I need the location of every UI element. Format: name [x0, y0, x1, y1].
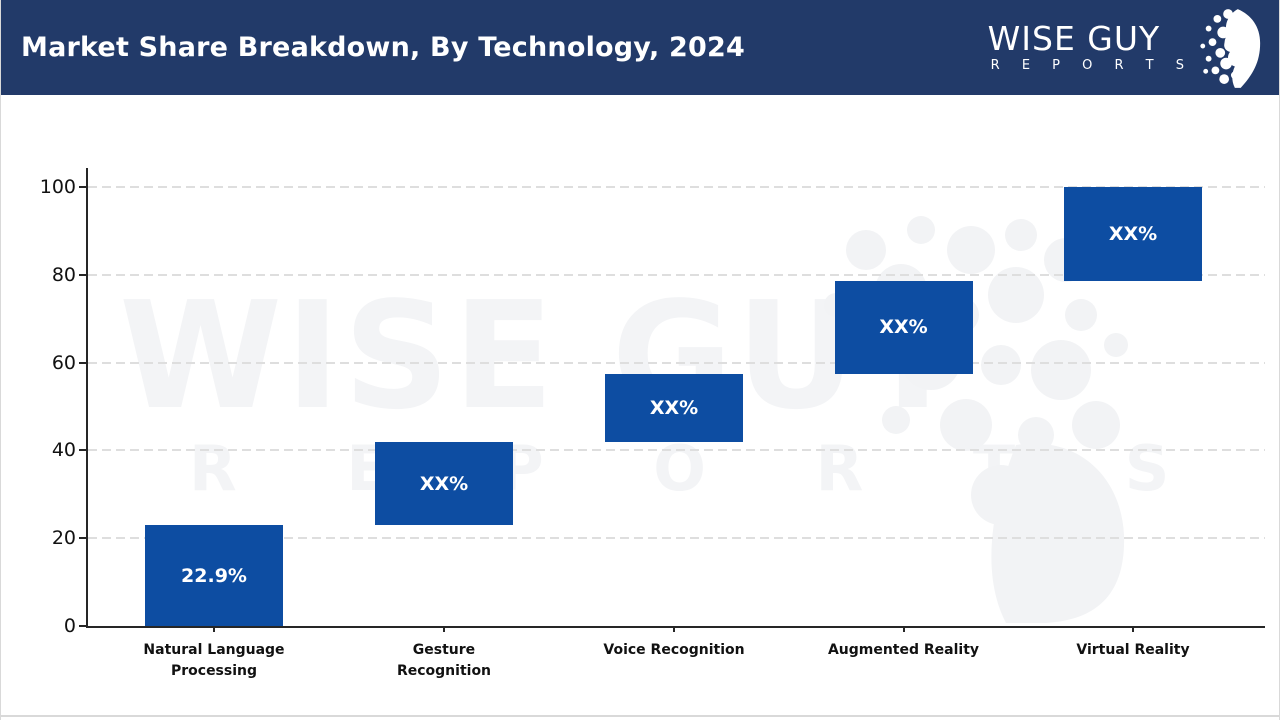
bar: 22.9%: [145, 525, 283, 626]
page-title: Market Share Breakdown, By Technology, 2…: [21, 32, 746, 63]
y-axis-tick: [79, 625, 87, 627]
bar: XX%: [605, 373, 743, 442]
bar-value-label: 22.9%: [181, 564, 247, 587]
y-axis-tick-label: 80: [51, 263, 76, 286]
bar-value-label: XX%: [419, 472, 469, 495]
logo-wordmark: WISE GUY: [987, 19, 1161, 59]
bar: XX%: [1064, 187, 1202, 282]
y-axis-tick-label: 40: [51, 439, 76, 462]
gridline: [88, 449, 1265, 452]
gridline: [88, 537, 1265, 540]
bar: XX%: [834, 281, 973, 374]
x-axis-tick: [443, 626, 445, 632]
x-axis-label: Voice Recognition: [603, 642, 745, 658]
bar-value-label: XX%: [879, 316, 928, 339]
header: Market Share Breakdown, By Technology, 2…: [1, 0, 1279, 95]
gridline: [88, 361, 1265, 364]
y-axis-tick: [79, 186, 87, 188]
x-axis-tick: [902, 626, 905, 632]
bar-value-label: XX%: [649, 396, 699, 419]
y-axis-tick-label: 20: [51, 527, 76, 550]
logo-face-icon: [1200, 8, 1261, 88]
x-axis-label: Augmented Reality: [827, 642, 980, 658]
y-axis-tick: [79, 273, 87, 276]
gridline: [88, 186, 1265, 188]
x-axis-tick: [1132, 626, 1134, 632]
y-axis-tick: [79, 361, 87, 364]
x-axis-label: Virtual Reality: [1076, 642, 1190, 658]
footer-divider: [1, 715, 1279, 717]
brand-logo: WISE GUY R E P O R T S: [988, 7, 1265, 89]
y-axis-tick-label: 100: [39, 176, 76, 198]
bar-value-label: XX%: [1108, 223, 1158, 246]
gridline: [88, 273, 1265, 276]
bar: XX%: [375, 441, 513, 526]
watermark-face-icon: [824, 216, 1128, 623]
watermark-wordmark: WISE GUY: [119, 270, 970, 442]
y-axis-tick: [79, 537, 87, 540]
y-axis-tick-label: 0: [63, 615, 76, 637]
brand-logo-text: WISE GUY R E P O R T S: [988, 22, 1193, 73]
y-axis-tick: [79, 449, 87, 452]
plot-area: 0 20 40 60 80 100 22.9% XX% XX% XX% XX% Natural Lan…: [40, 168, 1265, 679]
logo-subtext: R E P O R T S: [990, 57, 1193, 73]
x-axis-tick: [213, 626, 215, 632]
x-axis-tick: [673, 626, 675, 632]
x-axis-label: Gesture Recognition: [396, 642, 492, 679]
y-axis-tick-label: 60: [51, 351, 76, 374]
x-axis-label: Natural Language Processing: [143, 642, 285, 679]
